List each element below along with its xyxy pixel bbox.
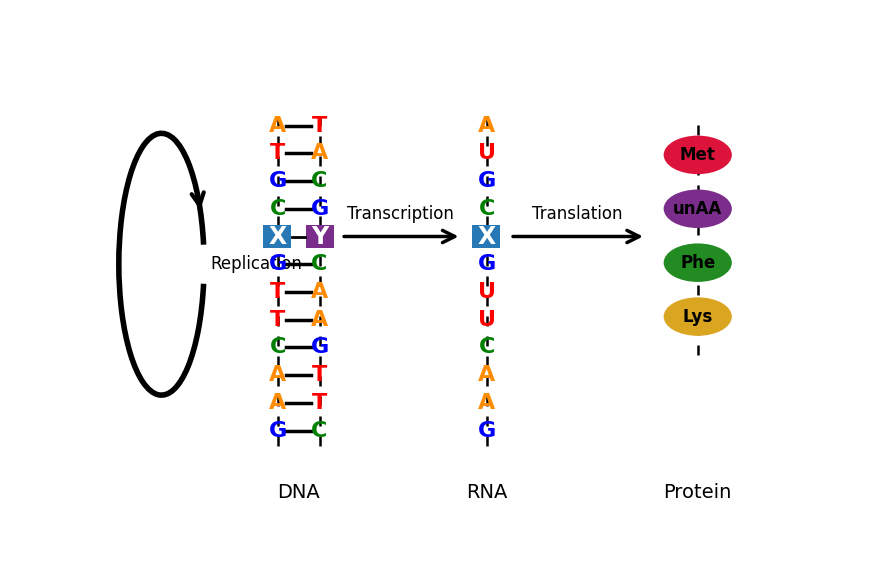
Text: A: A (310, 309, 328, 329)
Text: A: A (269, 365, 286, 385)
Text: C: C (311, 171, 328, 191)
Text: Replication: Replication (210, 255, 302, 273)
Text: RNA: RNA (466, 483, 507, 502)
Text: U: U (477, 282, 495, 302)
Text: Transcription: Transcription (347, 205, 454, 223)
Text: Lys: Lys (682, 308, 712, 325)
Text: unAA: unAA (673, 200, 721, 218)
FancyBboxPatch shape (306, 225, 334, 248)
Text: T: T (269, 282, 285, 302)
Text: A: A (478, 365, 495, 385)
Text: U: U (477, 309, 495, 329)
FancyBboxPatch shape (262, 225, 290, 248)
Text: C: C (478, 199, 494, 219)
Ellipse shape (663, 189, 731, 228)
Text: Y: Y (310, 224, 328, 248)
Ellipse shape (663, 244, 731, 282)
Text: G: G (269, 254, 287, 274)
Text: G: G (269, 171, 287, 191)
Text: A: A (310, 282, 328, 302)
Text: G: G (310, 337, 328, 358)
Text: C: C (311, 254, 328, 274)
Text: G: G (477, 171, 495, 191)
Text: U: U (477, 144, 495, 164)
Text: Met: Met (679, 146, 715, 164)
Text: T: T (269, 144, 285, 164)
Text: T: T (312, 116, 327, 136)
FancyBboxPatch shape (472, 225, 500, 248)
Text: T: T (312, 393, 327, 413)
Text: DNA: DNA (277, 483, 320, 502)
Text: A: A (269, 116, 286, 136)
Ellipse shape (663, 136, 731, 174)
Text: Phe: Phe (680, 253, 714, 272)
Text: A: A (478, 116, 495, 136)
Text: G: G (269, 420, 287, 440)
Text: X: X (477, 224, 495, 248)
Ellipse shape (663, 297, 731, 336)
Text: T: T (312, 365, 327, 385)
Text: C: C (478, 337, 494, 358)
Text: T: T (269, 309, 285, 329)
Text: A: A (310, 144, 328, 164)
Text: G: G (477, 254, 495, 274)
Text: C: C (311, 420, 328, 440)
Text: A: A (478, 393, 495, 413)
Text: G: G (310, 199, 328, 219)
Text: G: G (477, 420, 495, 440)
Text: C: C (269, 199, 286, 219)
Text: A: A (269, 393, 286, 413)
Text: Protein: Protein (663, 483, 731, 502)
Text: Translation: Translation (532, 205, 622, 223)
Text: X: X (269, 224, 287, 248)
Text: C: C (269, 337, 286, 358)
